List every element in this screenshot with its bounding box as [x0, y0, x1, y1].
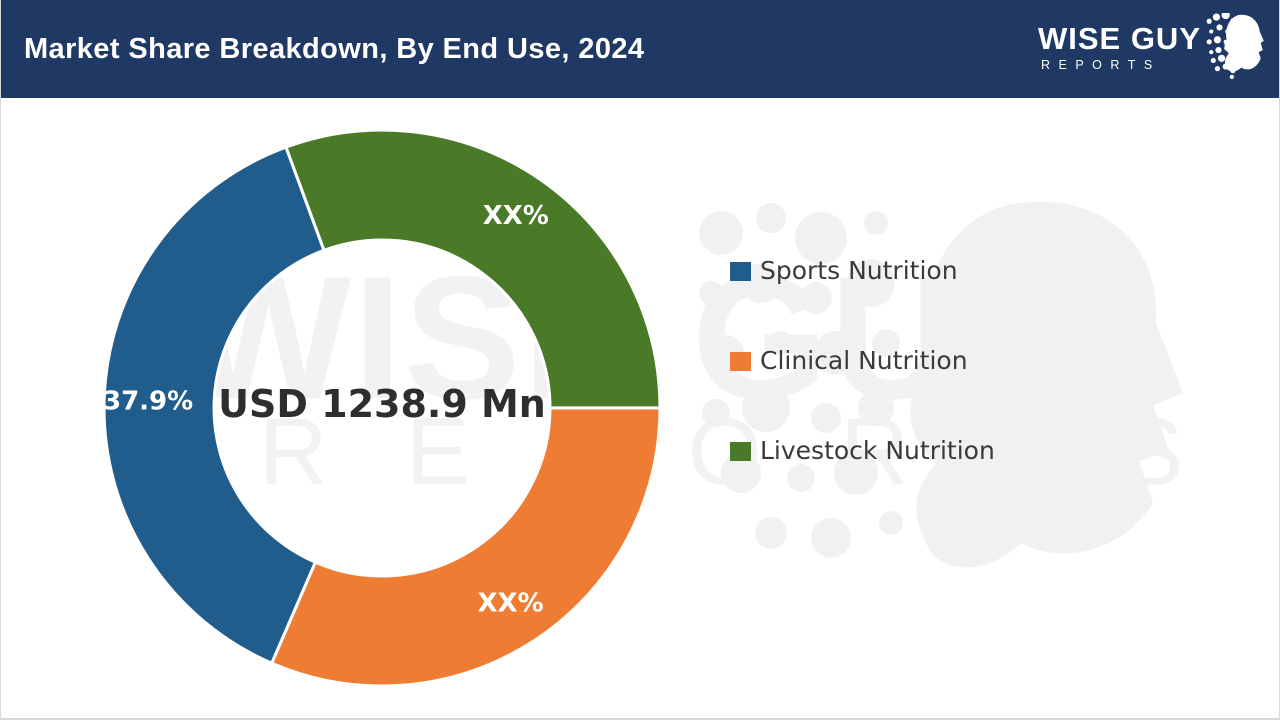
legend-item-clinical-nutrition: Clinical Nutrition — [730, 346, 995, 376]
pie-slice-label: XX% — [483, 201, 549, 231]
chart-center-value: USD 1238.9 Mn — [218, 382, 546, 426]
legend-swatch — [730, 261, 751, 281]
legend-item-sports-nutrition: Sports Nutrition — [730, 256, 995, 286]
logo-subtitle: REPORTS — [1040, 57, 1161, 72]
legend-swatch — [730, 441, 751, 461]
legend-label: Clinical Nutrition — [760, 346, 968, 375]
pie-slice-livestock-nutrition — [284, 128, 662, 410]
chart-legend: Sports Nutrition Clinical Nutrition Livest… — [730, 256, 995, 526]
legend-item-livestock-nutrition: Livestock Nutrition — [730, 436, 995, 466]
pie-slice-clinical-nutrition — [269, 406, 662, 688]
pie-slice-label: XX% — [478, 589, 544, 619]
pie-slice-sports-nutrition — [102, 145, 326, 666]
face-watermark-icon — [699, 201, 1183, 568]
legend-label: Sports Nutrition — [760, 256, 958, 285]
legend-swatch — [730, 351, 751, 371]
pie-slice-label: 37.9% — [103, 387, 193, 417]
legend-label: Livestock Nutrition — [760, 436, 995, 465]
logo-wordmark: WISE GUY — [1037, 20, 1201, 56]
wise-guy-logo: WISE GUY REPORTS — [1038, 13, 1267, 81]
title-bar: Market Share Breakdown, By End Use, 2024… — [1, 0, 1279, 98]
page-title: Market Share Breakdown, By End Use, 2024 — [24, 32, 645, 65]
wise-guy-logo-text: WISE GUY REPORTS — [1037, 20, 1201, 73]
wise-guy-logo-face-icon — [1206, 13, 1264, 79]
